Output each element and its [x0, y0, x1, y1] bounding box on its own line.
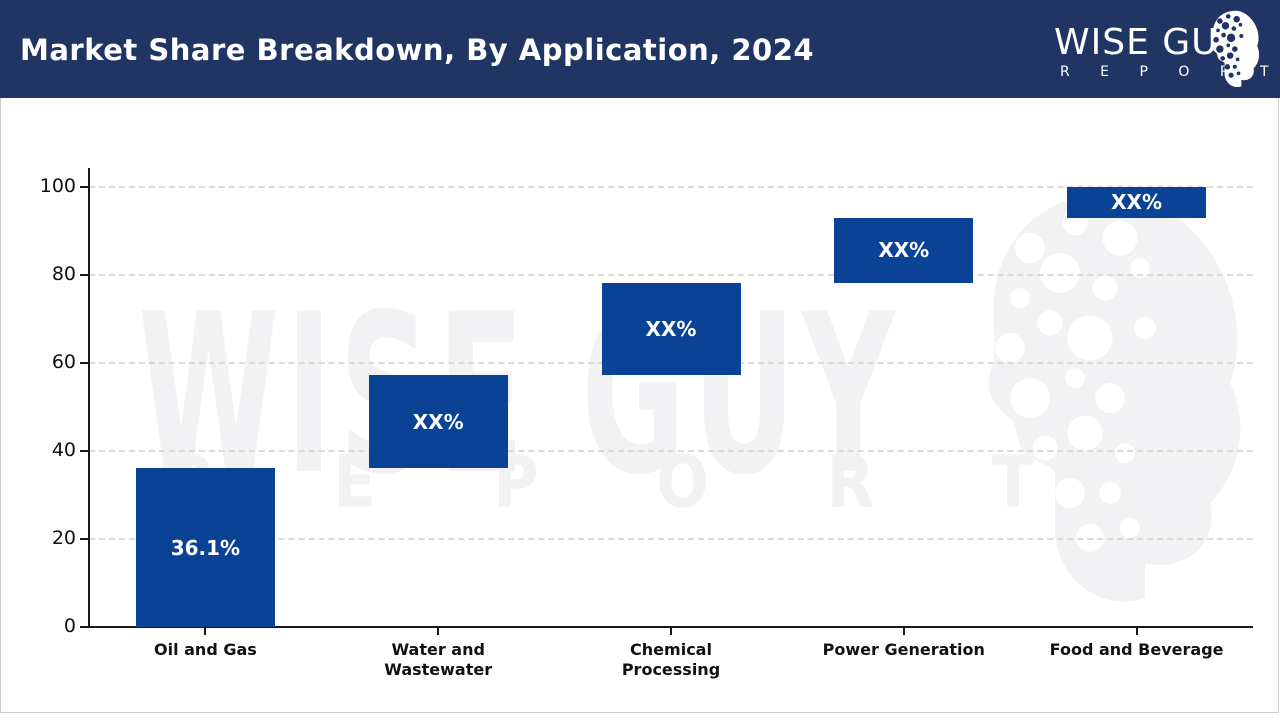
y-axis-tick — [80, 362, 88, 364]
x-axis-category-label: Oil and Gas — [153, 640, 257, 659]
y-axis-tick — [80, 186, 88, 188]
y-axis-tick-label: 60 — [51, 351, 76, 373]
y-axis-tick — [80, 274, 88, 276]
bar-1 — [135, 468, 275, 627]
bar-3 — [601, 282, 741, 375]
logo-wordmark: WISE GUY — [1054, 22, 1242, 63]
wise-guy-reports-logo: WISE GUY R E P O R T S — [1018, 6, 1280, 92]
gridline-100 — [89, 186, 1253, 188]
x-axis-category-label: Water and Wastewater — [384, 640, 493, 679]
x-axis-tick — [437, 628, 440, 635]
bar-value-label: XX% — [645, 316, 697, 341]
y-axis-tick — [80, 538, 88, 540]
y-axis-tick-label: 20 — [51, 527, 76, 549]
x-axis-tick — [902, 628, 905, 635]
bar-value-label: XX% — [878, 238, 930, 263]
page-title: Market Share Breakdown, By Application, … — [20, 33, 815, 67]
y-axis-tick-label: 0 — [63, 615, 76, 637]
watermark-subtitle: R E P O R T S — [168, 440, 1245, 524]
x-axis-tick — [204, 628, 207, 635]
x-axis-tick — [670, 628, 672, 635]
y-axis-tick-label: 100 — [39, 175, 76, 197]
watermark-head-icon — [988, 192, 1241, 602]
gridline-20 — [89, 538, 1253, 540]
x-axis-category-label: Chemical Processing — [621, 640, 721, 679]
y-axis-tick-label: 40 — [51, 439, 76, 461]
bar-value-label: 36.1% — [170, 535, 241, 560]
logo-head-icon — [1212, 10, 1260, 88]
x-axis-tick — [1135, 628, 1138, 635]
y-axis-tick-label: 80 — [51, 263, 76, 285]
x-axis-category-label: Food and Beverage — [1049, 640, 1224, 659]
bar-value-label: XX% — [1111, 190, 1163, 215]
gridline-40 — [89, 450, 1253, 452]
header-bar: Market Share Breakdown, By Application, … — [0, 0, 1280, 98]
bar-4 — [834, 217, 974, 283]
gridline-80 — [89, 274, 1253, 276]
x-axis-category-label: Power Generation — [822, 640, 985, 659]
bar-2 — [368, 374, 508, 469]
x-axis-line — [88, 626, 1253, 628]
y-axis-tick — [80, 626, 88, 628]
y-axis-line — [88, 168, 90, 628]
bar-value-label: XX% — [412, 409, 464, 434]
y-axis-tick — [80, 450, 88, 452]
bar-5 — [1067, 187, 1207, 218]
